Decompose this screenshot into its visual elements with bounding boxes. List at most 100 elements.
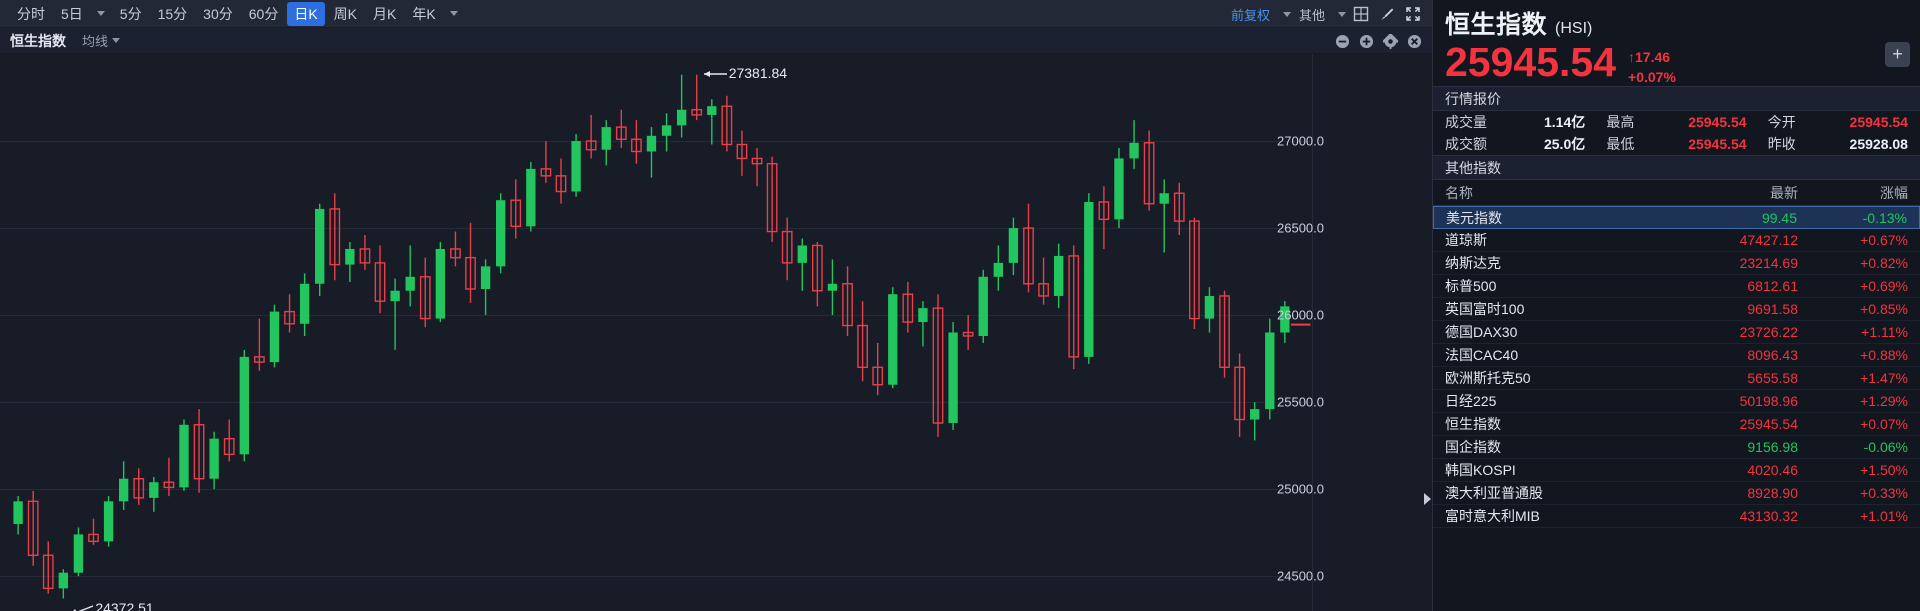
index-name: 日经225 <box>1445 393 1497 409</box>
chevron-down-icon[interactable] <box>449 11 458 16</box>
table-row[interactable]: 法国CAC40 8096.43 +0.88% <box>1433 344 1920 367</box>
table-row[interactable]: 纳斯达克 23214.69 +0.82% <box>1433 252 1920 275</box>
period-button[interactable]: 日K <box>287 1 325 26</box>
period-button[interactable]: 年K <box>412 5 436 22</box>
candle-body-down <box>133 478 145 499</box>
period-button[interactable]: 月K <box>373 5 397 22</box>
candle-body-down <box>1173 192 1185 222</box>
index-name: 欧洲斯托克50 <box>1445 370 1531 386</box>
candle-body-down <box>766 162 778 233</box>
zoom-in-icon[interactable] <box>1359 34 1374 49</box>
index-name: 法国CAC40 <box>1445 347 1519 363</box>
table-row[interactable]: 澳大利亚普通股 8928.90 +0.33% <box>1433 482 1920 505</box>
candle-body-down <box>872 366 884 386</box>
gridline <box>0 141 1342 143</box>
candle-body-down <box>374 262 386 302</box>
chevron-down-icon[interactable] <box>96 11 105 16</box>
candle-body-up <box>345 248 355 265</box>
table-row[interactable]: 英国富时100 9691.58 +0.85% <box>1433 298 1920 321</box>
fullscreen-icon[interactable] <box>1402 3 1424 25</box>
high-price-annotation: 27381.84 <box>703 65 787 81</box>
period-button[interactable]: 5日 <box>61 5 83 22</box>
candle-body-up <box>73 534 84 573</box>
table-row[interactable]: 日经225 50198.96 +1.29% <box>1433 390 1920 413</box>
table-row[interactable]: 富时意大利MIB 43130.32 +1.01% <box>1433 505 1920 528</box>
index-change-pct: -0.13% <box>1862 209 1907 226</box>
index-change-pct: +1.47% <box>1860 370 1908 386</box>
period-button[interactable]: 5分 <box>119 5 142 22</box>
index-name: 恒生指数 <box>1445 416 1501 432</box>
candle-body-up <box>1114 158 1124 220</box>
candle-body-down <box>811 244 823 292</box>
candle-body-down <box>1219 295 1230 369</box>
candle-body-down <box>1098 201 1110 221</box>
candle-body-down <box>721 105 733 146</box>
candle-body-down <box>585 140 597 151</box>
candle-body-up <box>315 208 325 284</box>
candle-body-up <box>390 290 400 302</box>
index-name: 国企指数 <box>1445 439 1501 455</box>
candle-body-up <box>526 168 536 227</box>
quote-change-abs: ↑17.46 <box>1628 47 1676 67</box>
candle-body-up <box>58 572 69 589</box>
panel-collapse-arrow[interactable] <box>1422 490 1432 508</box>
candle-body-down <box>736 143 748 160</box>
candle-body-down <box>857 324 868 369</box>
chevron-down-icon[interactable] <box>112 38 121 43</box>
candlestick-plot[interactable]: 27000.0 26500.0 26000.0 25500.0 25000.0 24500… <box>0 54 1432 611</box>
period-button[interactable]: 30分 <box>203 5 233 22</box>
adjust-mode-button[interactable]: 前复权 <box>1230 7 1270 23</box>
candle-body-up <box>1250 409 1260 420</box>
table-row[interactable]: 标普500 6812.61 +0.69% <box>1433 275 1920 298</box>
period-button[interactable]: 15分 <box>157 5 188 22</box>
candle-body-up <box>480 266 491 289</box>
candle-body-up <box>827 283 838 291</box>
candle-body-up <box>661 125 672 136</box>
candle-body-up <box>601 127 611 150</box>
candle-body-down <box>1143 142 1155 205</box>
candle-body-down <box>691 109 703 116</box>
quote-stat-label: 昨收 <box>1767 136 1796 152</box>
annotation-value: 27381.84 <box>728 64 788 81</box>
table-row[interactable]: 德国DAX30 23726.22 +1.11% <box>1433 321 1920 344</box>
candle-body-up <box>1008 228 1019 263</box>
period-button[interactable]: 60分 <box>248 5 279 22</box>
close-icon[interactable] <box>1407 34 1422 49</box>
grid-icon[interactable] <box>1350 3 1372 25</box>
chart-toolbar-right: 前复权 其他 <box>1227 0 1424 28</box>
quote-price: 25945.54 <box>1445 39 1617 85</box>
period-button[interactable]: 周K <box>333 5 358 22</box>
table-row[interactable]: 国企指数 9156.98 -0.06% <box>1433 436 1920 459</box>
other-menu-button[interactable]: 其他 <box>1298 7 1325 23</box>
chevron-down-icon[interactable] <box>1338 11 1346 17</box>
index-name: 纳斯达克 <box>1445 255 1501 271</box>
index-name: 富时意大利MIB <box>1445 508 1540 524</box>
quote-stat-label: 今开 <box>1767 114 1796 130</box>
price-axis-label: 27000.0 <box>1277 133 1324 149</box>
settings-icon[interactable] <box>1381 32 1400 49</box>
period-button[interactable]: 分时 <box>17 5 45 22</box>
index-last-price: 99.45 <box>1761 209 1797 226</box>
quote-stat-value: 1.14亿 <box>1543 114 1586 130</box>
zoom-out-icon[interactable] <box>1335 34 1350 49</box>
quote-stat-value: 25945.54 <box>1688 114 1747 130</box>
chevron-down-icon[interactable] <box>1282 11 1291 17</box>
index-change-pct: -0.06% <box>1863 439 1908 455</box>
table-row[interactable]: 欧洲斯托克50 5655.58 +1.47% <box>1433 367 1920 390</box>
table-row[interactable]: 恒生指数 25945.54 +0.07% <box>1433 413 1920 436</box>
brush-icon[interactable] <box>1376 3 1398 25</box>
index-name: 美元指数 <box>1446 209 1502 226</box>
candle-body-down <box>223 437 235 456</box>
candle-body-up <box>888 294 898 385</box>
ma-selector[interactable]: 均线 <box>82 34 109 49</box>
quote-title-row: 恒生指数 (HSI) <box>1445 5 1908 41</box>
table-row[interactable]: 美元指数 99.45 -0.13% <box>1433 206 1920 229</box>
table-row[interactable]: 道琼斯 47427.12 +0.67% <box>1433 229 1920 252</box>
candle-body-down <box>1068 255 1080 358</box>
candle-body-down <box>359 248 371 264</box>
add-to-watchlist-button[interactable]: + <box>1885 42 1910 67</box>
candle-body-down <box>510 199 522 228</box>
index-name: 道琼斯 <box>1445 232 1487 248</box>
candle-body-up <box>299 283 310 324</box>
table-row[interactable]: 韩国KOSPI 4020.46 +1.50% <box>1433 459 1920 482</box>
